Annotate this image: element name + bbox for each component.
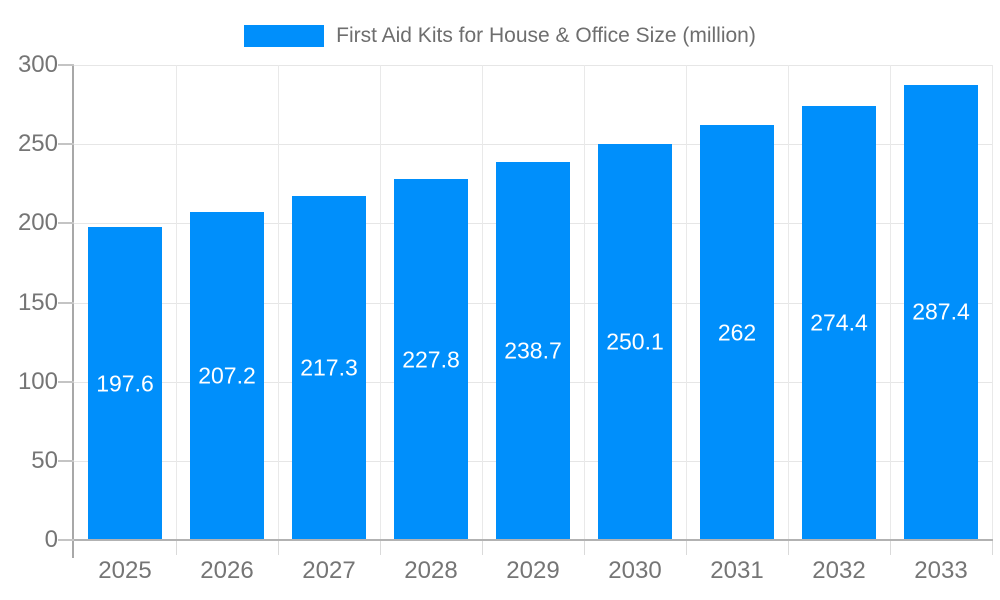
y-axis-label: 50 bbox=[31, 446, 58, 474]
bar-2027[interactable]: 217.3 bbox=[292, 195, 366, 540]
chart-legend[interactable]: First Aid Kits for House & Office Size (… bbox=[0, 10, 1000, 62]
x-axis-tick bbox=[992, 541, 993, 555]
y-axis-label: 100 bbox=[17, 367, 58, 395]
v-gridline bbox=[176, 65, 177, 540]
bar-2028[interactable]: 227.8 bbox=[394, 179, 468, 540]
legend-marker bbox=[244, 25, 325, 47]
bar-value-label: 250.1 bbox=[606, 328, 664, 355]
bar-value-label: 287.4 bbox=[912, 298, 970, 325]
x-axis-label: 2026 bbox=[200, 557, 254, 584]
y-axis-label: 150 bbox=[17, 288, 58, 316]
bar-2031[interactable]: 262 bbox=[700, 125, 774, 540]
y-axis-tick bbox=[58, 301, 74, 304]
y-axis-line bbox=[72, 65, 74, 558]
bar-2029[interactable]: 238.7 bbox=[496, 162, 570, 540]
x-axis-tick bbox=[380, 541, 381, 555]
bar-value-label: 262 bbox=[717, 319, 757, 346]
bar-2026[interactable]: 207.2 bbox=[190, 211, 264, 540]
x-axis-label: 2025 bbox=[98, 557, 152, 584]
x-axis-tick bbox=[584, 541, 585, 555]
x-axis-tick bbox=[686, 541, 687, 555]
y-axis-tick bbox=[58, 222, 74, 225]
y-axis-tick bbox=[58, 539, 74, 541]
v-gridline bbox=[380, 65, 381, 540]
x-axis-tick bbox=[482, 541, 483, 555]
v-gridline bbox=[278, 65, 279, 540]
x-axis-tick bbox=[788, 541, 789, 555]
bar-value-label: 197.6 bbox=[96, 370, 154, 397]
h-gridline bbox=[74, 65, 992, 66]
y-axis-tick bbox=[58, 380, 74, 383]
bar-value-label: 217.3 bbox=[300, 354, 358, 381]
y-axis-label: 250 bbox=[17, 130, 58, 158]
v-gridline bbox=[482, 65, 483, 540]
v-gridline bbox=[686, 65, 687, 540]
x-axis-label: 2033 bbox=[914, 557, 968, 584]
x-axis-label: 2031 bbox=[710, 557, 764, 584]
bar-2030[interactable]: 250.1 bbox=[598, 144, 672, 540]
x-axis-label: 2030 bbox=[608, 557, 662, 584]
bar-2033[interactable]: 287.4 bbox=[904, 84, 978, 540]
x-axis-line bbox=[72, 539, 993, 541]
v-gridline bbox=[992, 65, 993, 540]
h-gridline bbox=[74, 144, 992, 146]
x-axis-label: 2029 bbox=[506, 557, 560, 584]
y-axis-tick bbox=[58, 64, 74, 66]
v-gridline bbox=[584, 65, 585, 540]
y-axis-label: 200 bbox=[17, 209, 58, 237]
y-axis-label: 300 bbox=[17, 51, 58, 78]
x-axis-tick bbox=[890, 541, 891, 555]
y-axis-tick bbox=[58, 459, 74, 462]
chart-title: First Aid Kits for House & Office Size (… bbox=[336, 24, 756, 47]
v-gridline bbox=[890, 65, 891, 540]
x-axis-label: 2028 bbox=[404, 557, 458, 584]
x-axis-label: 2027 bbox=[302, 557, 356, 584]
y-axis-tick bbox=[58, 143, 74, 146]
x-axis-tick bbox=[176, 541, 177, 555]
v-gridline bbox=[788, 65, 789, 540]
bar-2032[interactable]: 274.4 bbox=[802, 105, 876, 540]
bar-value-label: 207.2 bbox=[198, 362, 256, 389]
bar-value-label: 274.4 bbox=[810, 309, 868, 336]
x-axis-label: 2032 bbox=[812, 557, 866, 584]
x-axis-tick bbox=[278, 541, 279, 555]
y-axis-label: 0 bbox=[44, 526, 58, 553]
bar-value-label: 238.7 bbox=[504, 337, 562, 364]
bar-2025[interactable]: 197.6 bbox=[88, 227, 162, 540]
bar-value-label: 227.8 bbox=[402, 346, 460, 373]
